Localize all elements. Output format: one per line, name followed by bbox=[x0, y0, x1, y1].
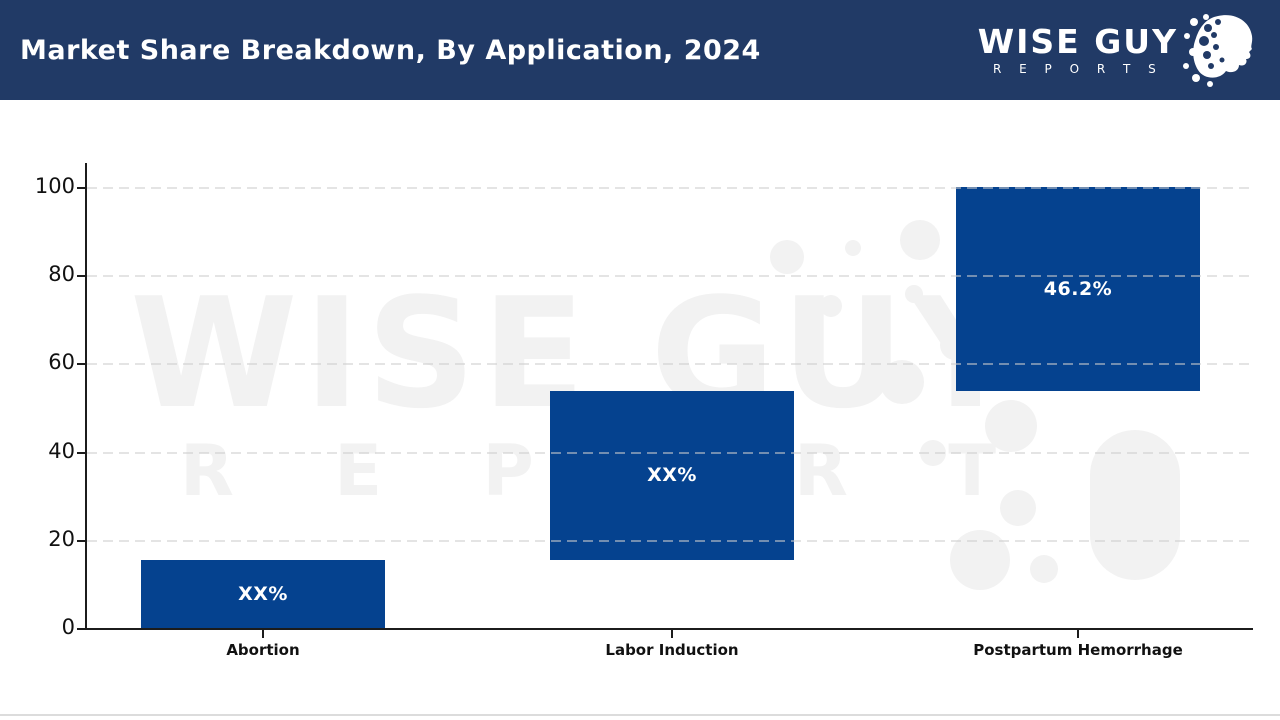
y-tick-mark bbox=[77, 451, 85, 454]
y-tick-mark bbox=[77, 275, 85, 278]
logo-wordmark: WISE GUY R E P O R T S bbox=[977, 21, 1178, 77]
bar-postpartum-hemorrhage: 46.2% bbox=[956, 187, 1200, 391]
chart-title: Market Share Breakdown, By Application, … bbox=[20, 34, 761, 66]
gridline-80 bbox=[87, 275, 1253, 278]
y-tick-label: 0 bbox=[61, 615, 75, 639]
bottom-divider bbox=[0, 714, 1280, 716]
y-tick-mark bbox=[77, 539, 85, 542]
bar-value-label: XX% bbox=[647, 464, 697, 487]
x-tick-mark bbox=[671, 630, 673, 638]
logo-wordmark-line2: R E P O R T S bbox=[992, 61, 1163, 76]
y-tick-mark bbox=[77, 187, 85, 189]
logo-wordmark-line1: WISE GUY bbox=[977, 21, 1178, 61]
x-tick-label-2: Labor Induction bbox=[605, 641, 739, 659]
x-tick-mark bbox=[262, 630, 264, 638]
x-tick-label-3: Postpartum Hemorrhage bbox=[973, 641, 1183, 659]
x-axis-line bbox=[85, 628, 1253, 630]
bar-labor-induction: XX% bbox=[550, 390, 794, 560]
y-tick-label: 20 bbox=[48, 526, 75, 551]
y-tick-mark bbox=[77, 363, 85, 366]
x-tick-label-1: Abortion bbox=[226, 641, 300, 659]
y-tick-label: 60 bbox=[48, 350, 75, 375]
gridline-40 bbox=[87, 451, 1253, 454]
y-tick-mark bbox=[77, 628, 85, 630]
y-tick-label: 100 bbox=[34, 174, 75, 198]
header-band: Market Share Breakdown, By Application, … bbox=[0, 0, 1280, 100]
head-profile-dots-icon bbox=[1183, 14, 1253, 87]
bar-value-label: 46.2% bbox=[1043, 277, 1113, 300]
gridline-100 bbox=[87, 187, 1253, 189]
bar-abortion: XX% bbox=[141, 559, 385, 628]
gridline-60 bbox=[87, 363, 1253, 366]
y-tick-label: 80 bbox=[48, 262, 75, 287]
y-tick-label: 40 bbox=[48, 438, 75, 463]
y-axis-line bbox=[85, 163, 87, 630]
wise-guy-reports-logo: WISE GUY R E P O R T S bbox=[978, 8, 1266, 92]
bar-value-label: XX% bbox=[238, 582, 288, 605]
gridline-20 bbox=[87, 539, 1253, 542]
x-tick-mark bbox=[1077, 630, 1079, 638]
